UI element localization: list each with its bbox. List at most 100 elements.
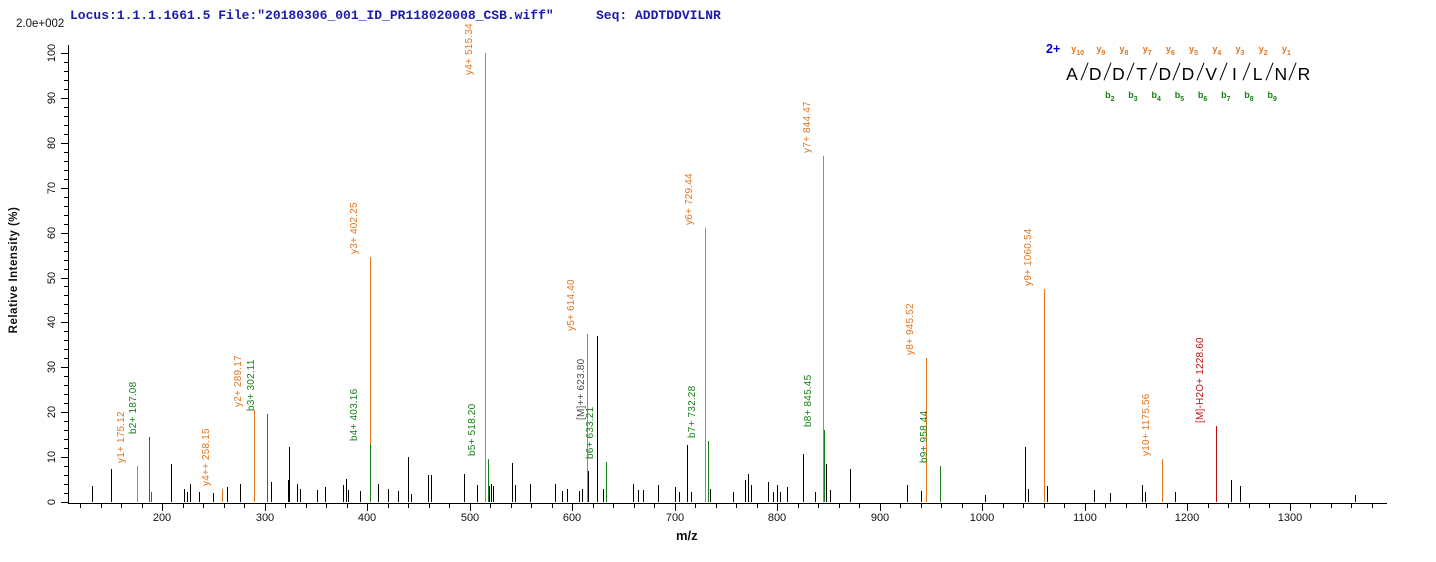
fragment-cleavage-mark — [1149, 62, 1158, 81]
b-ion-peak — [267, 414, 268, 502]
y-tick — [64, 107, 68, 108]
y-tick — [61, 233, 68, 234]
x-tick — [183, 504, 184, 508]
peak — [171, 464, 172, 502]
peak — [199, 492, 200, 502]
x-tick-label: 500 — [460, 512, 480, 524]
peak — [300, 489, 301, 502]
y-tick — [64, 475, 68, 476]
peak — [184, 489, 185, 502]
fragment-cleavage-mark — [1172, 62, 1181, 81]
x-axis — [68, 503, 1387, 504]
y-tick — [64, 349, 68, 350]
b-ion-peak — [708, 441, 709, 502]
peak — [1025, 447, 1026, 502]
peak — [675, 487, 676, 502]
y-ion-map-label: y2 — [1258, 44, 1268, 57]
peak — [477, 485, 478, 502]
x-tick — [613, 504, 614, 508]
y-ion-map-label: y5 — [1189, 44, 1199, 57]
peak — [850, 469, 851, 502]
y-tick — [64, 493, 68, 494]
peak — [289, 447, 290, 502]
x-tick — [1167, 504, 1168, 508]
x-tick — [941, 504, 942, 508]
y-tick-label: 100 — [46, 43, 58, 63]
peak — [271, 482, 272, 502]
y-ion-peak — [254, 410, 255, 502]
peak — [768, 482, 769, 502]
peak — [815, 492, 816, 502]
x-tick — [449, 504, 450, 508]
residue-letter: D — [1088, 64, 1102, 84]
x-tick — [695, 504, 696, 508]
x-tick — [101, 504, 102, 508]
peak — [633, 484, 634, 502]
y-tick — [61, 53, 68, 54]
y-tick — [61, 367, 68, 368]
y-tick — [64, 448, 68, 449]
y-tick — [64, 340, 68, 341]
peak — [658, 485, 659, 502]
peak — [530, 484, 531, 502]
x-tick — [572, 504, 573, 511]
residue-letter: D — [1181, 64, 1195, 84]
b-ion-peak — [370, 444, 371, 502]
y-ion-map-label: y6 — [1165, 44, 1175, 57]
fragment-cleavage-mark — [1103, 62, 1112, 81]
y-tick-label: 90 — [46, 91, 58, 105]
peak — [1142, 485, 1143, 502]
x-tick — [1187, 504, 1188, 511]
peak-label: y6+ 729.44 — [684, 173, 695, 225]
peak — [489, 486, 490, 502]
peak — [603, 489, 604, 502]
peak — [187, 492, 188, 502]
peak — [921, 491, 922, 502]
peak — [346, 479, 347, 502]
x-tick-label: 1200 — [1174, 512, 1200, 524]
peak — [431, 475, 432, 502]
fragment-cleavage-mark — [1265, 62, 1274, 81]
y-ion-peak — [926, 358, 927, 502]
peak — [1028, 489, 1029, 502]
x-tick-label: 300 — [255, 512, 275, 524]
peak — [1355, 495, 1356, 502]
x-tick — [1003, 504, 1004, 508]
y-ion-map-label: y7 — [1142, 44, 1152, 57]
x-tick-label: 1100 — [1073, 512, 1097, 524]
x-tick-label: 400 — [357, 512, 377, 524]
fragment-cleavage-mark — [1219, 62, 1228, 81]
peak-label: y10+ 1175.56 — [1141, 393, 1152, 456]
y-tick — [64, 439, 68, 440]
residue-letter: T — [1136, 64, 1147, 84]
peak — [710, 489, 711, 502]
peak — [512, 463, 513, 502]
peak — [562, 491, 563, 502]
y-tick-label: 80 — [46, 136, 58, 150]
peak — [213, 493, 214, 502]
x-tick — [1064, 504, 1065, 508]
peak — [240, 484, 241, 502]
peak — [777, 485, 778, 502]
b-ion-map-label: b3 — [1128, 90, 1138, 103]
peak — [638, 490, 639, 502]
precursor-charge-label: 2+ — [1046, 42, 1061, 56]
peak-label: b2+ 187.08 — [128, 381, 139, 434]
x-tick — [203, 504, 204, 508]
fragment-cleavage-mark — [1288, 62, 1297, 81]
x-tick — [1044, 504, 1045, 508]
y-tick — [64, 80, 68, 81]
peak — [555, 484, 556, 502]
y-tick — [64, 385, 68, 386]
x-tick — [593, 504, 594, 508]
x-tick-label: 600 — [562, 512, 582, 524]
y-ion-map-label: y4 — [1212, 44, 1222, 57]
peak-label: b9+ 958.44 — [919, 410, 930, 463]
b-ion-peak — [824, 430, 825, 502]
y-ion-peak — [137, 466, 138, 502]
x-tick — [470, 504, 471, 511]
peak — [388, 489, 389, 502]
x-tick — [511, 504, 512, 508]
x-tick — [80, 504, 81, 508]
x-tick — [1208, 504, 1209, 508]
